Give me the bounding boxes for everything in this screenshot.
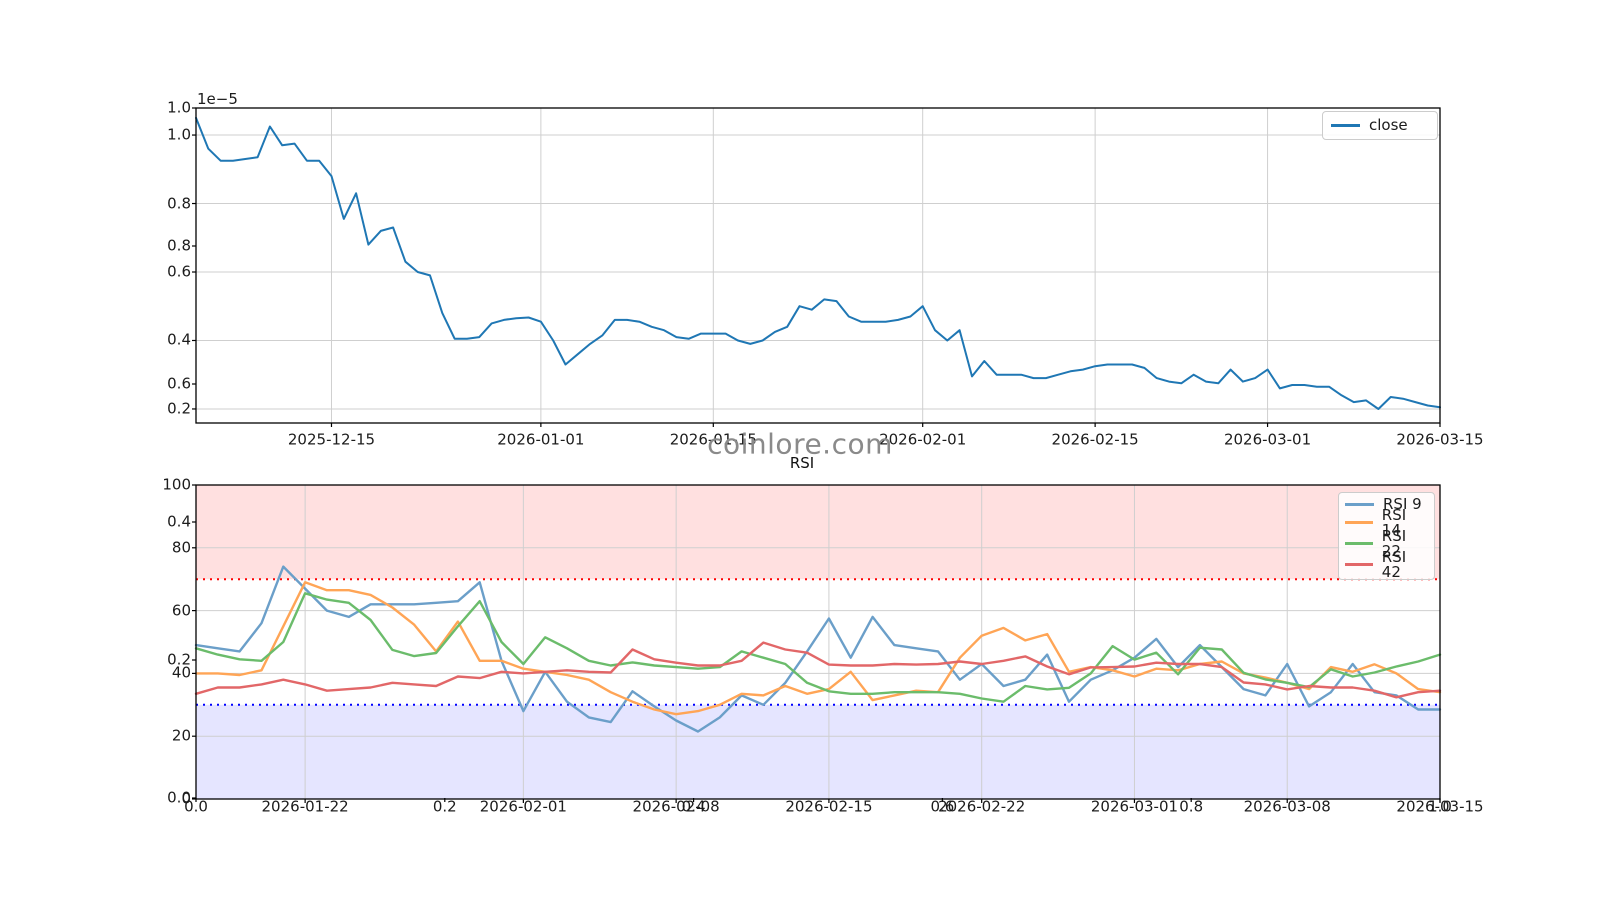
rsi9-series-line — [194, 565, 1442, 733]
legend-label: close — [1369, 116, 1408, 134]
rsi-x-tick-label: 2026-02-15 — [785, 797, 873, 816]
overbought-band — [196, 485, 1440, 580]
overlay-x-tick-label: 0.8 — [1179, 797, 1204, 816]
price-y-tick-label: 1.0 — [167, 125, 191, 144]
close-series-line — [195, 116, 1441, 410]
overlay-y-tick-label: 1.0 — [167, 98, 191, 117]
legend-label: RSI 22 — [1381, 526, 1407, 560]
watermark: coinlore.com — [707, 427, 893, 461]
price-x-tick-label: 2026-01-01 — [497, 430, 585, 449]
rsi-x-tick-label: 2026-03-15 — [1396, 797, 1484, 816]
overlay-y-tick-label: 0.2 — [167, 650, 191, 669]
rsi-x-tick-label: 2026-03-01 — [1090, 797, 1179, 816]
overlay-x-tick-label: 0.6 — [930, 797, 955, 816]
price-x-tick-label: 2026-03-15 — [1396, 430, 1484, 449]
rsi-y-tick-label: 40 — [171, 663, 191, 682]
price-y-tick-label: 0.6 — [167, 262, 191, 281]
rsi42-series-line — [194, 641, 1442, 699]
rsi-subplot-title: RSI — [789, 454, 815, 472]
oversold-band — [196, 704, 1440, 799]
legend-item-rsi42: RSI 42 — [1345, 549, 1428, 579]
rsi-x-tick-label: 2026-02-01 — [479, 797, 567, 816]
legend-item-rsi14: RSI 14 — [1345, 507, 1428, 537]
overlay-x-tick-label: 1.0 — [1428, 797, 1452, 816]
rsi-axes-frame — [195, 484, 1441, 800]
overlay-y-tick-label: 0.6 — [167, 374, 191, 393]
rsi22-series-line — [194, 592, 1442, 703]
rsi-x-tick-label: 2026-03-08 — [1243, 797, 1331, 816]
price-x-tick-label: 2026-02-15 — [1051, 430, 1139, 449]
price-x-tick-label: 2025-12-15 — [287, 430, 376, 449]
close-line-swatch — [1331, 124, 1360, 127]
rsi-y-tick-label: 60 — [171, 601, 191, 620]
overlay-y-tick-label: 0.4 — [167, 512, 191, 531]
rsi14-line-swatch — [1345, 521, 1373, 524]
rsi-x-tick-label: 2026-02-22 — [938, 797, 1026, 816]
rsi-legend: RSI 9 RSI 14 RSI 22 RSI 42 — [1338, 492, 1435, 580]
legend-item-close: close — [1331, 116, 1429, 135]
price-axes-frame — [195, 107, 1441, 424]
rsi-x-tick-label: 2026-02-08 — [632, 797, 720, 816]
overlay-x-tick-label: 0.2 — [432, 797, 457, 816]
rsi9-line-swatch — [1345, 503, 1374, 506]
price-x-tick-label: 2026-02-01 — [879, 430, 967, 449]
overlay-x-tick-label: 0.4 — [681, 797, 706, 816]
rsi-y-tick-label: 0 — [181, 789, 191, 808]
rsi-x-tick-label: 2026-01-22 — [261, 797, 349, 816]
rsi-y-tick-label: 80 — [171, 538, 191, 557]
price-x-tick-label: 2026-01-15 — [669, 430, 757, 449]
legend-label: RSI 9 — [1383, 495, 1422, 513]
overlay-x-tick-label: 0.0 — [184, 797, 208, 816]
rsi22-line-swatch — [1345, 542, 1373, 545]
legend-item-rsi9: RSI 9 — [1345, 497, 1428, 512]
overlay-y-tick-label: 0.8 — [167, 236, 191, 255]
price-x-tick-label: 2026-03-01 — [1223, 430, 1312, 449]
price-y-tick-label: 0.4 — [167, 330, 191, 349]
legend-item-rsi22: RSI 22 — [1345, 528, 1428, 558]
legend-label: RSI 14 — [1381, 505, 1407, 539]
overlay-y-tick-label: 0.0 — [167, 788, 191, 807]
price-legend: close — [1322, 111, 1438, 140]
price-y-tick-label: 0.8 — [167, 194, 191, 213]
rsi-y-tick-label: 100 — [162, 475, 191, 494]
legend-label: RSI 42 — [1381, 547, 1407, 581]
price-y-tick-label: 0.2 — [167, 399, 191, 418]
rsi42-line-swatch — [1345, 563, 1373, 566]
rsi-y-tick-label: 20 — [171, 726, 191, 745]
rsi14-series-line — [194, 581, 1442, 716]
y-axis-offset-label: 1e−5 — [197, 90, 238, 108]
